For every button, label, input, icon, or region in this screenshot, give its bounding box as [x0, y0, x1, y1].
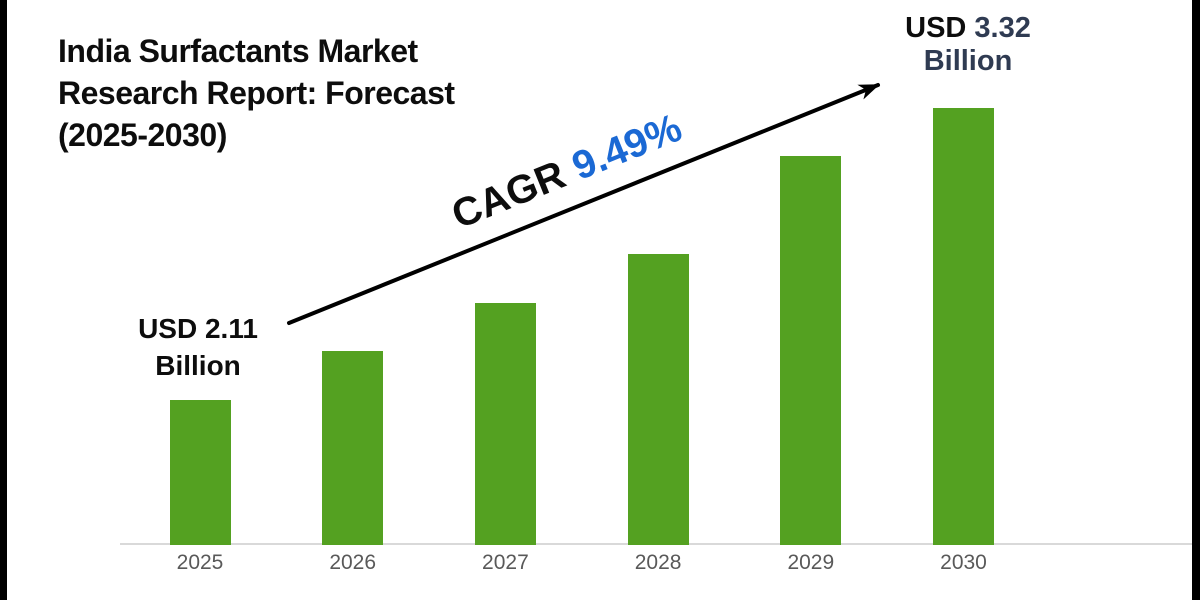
- bar-2029: [780, 156, 842, 545]
- x-tick-2029: 2029: [787, 551, 835, 574]
- title-line-1: India Surfactants Market: [58, 33, 418, 69]
- bar-2026: [322, 351, 384, 545]
- x-tick-2028: 2028: [634, 551, 682, 574]
- value-label-2025-unit: Billion: [155, 350, 241, 381]
- x-tick-2027: 2027: [482, 551, 529, 574]
- bar-2030: [933, 108, 994, 545]
- value-label-2030-value: 3.32: [974, 12, 1031, 44]
- bar-2028: [627, 254, 689, 545]
- letterbox-right: [1192, 0, 1200, 600]
- letterbox-left: [0, 0, 7, 600]
- value-label-2030-unit: Billion: [923, 45, 1013, 77]
- x-tick-2026: 2026: [329, 551, 377, 574]
- value-label-2025-value: 2.11: [204, 313, 258, 344]
- x-tick-2025: 2025: [176, 551, 224, 574]
- value-label-2030-prefix: USD: [905, 12, 967, 44]
- bar-2025: [169, 400, 231, 545]
- value-label-2025: USD 2.11 Billion: [138, 310, 258, 384]
- title-line-2: Research Report: Forecast: [58, 75, 455, 111]
- chart-title: India Surfactants Market Research Report…: [58, 30, 455, 156]
- x-tick-2030: 2030: [940, 551, 987, 574]
- title-line-3: (2025-2030): [58, 117, 227, 153]
- value-label-2030: USD 3.32 Billion: [905, 12, 1031, 78]
- value-label-2025-prefix: USD: [138, 313, 198, 344]
- bar-2027: [474, 303, 536, 545]
